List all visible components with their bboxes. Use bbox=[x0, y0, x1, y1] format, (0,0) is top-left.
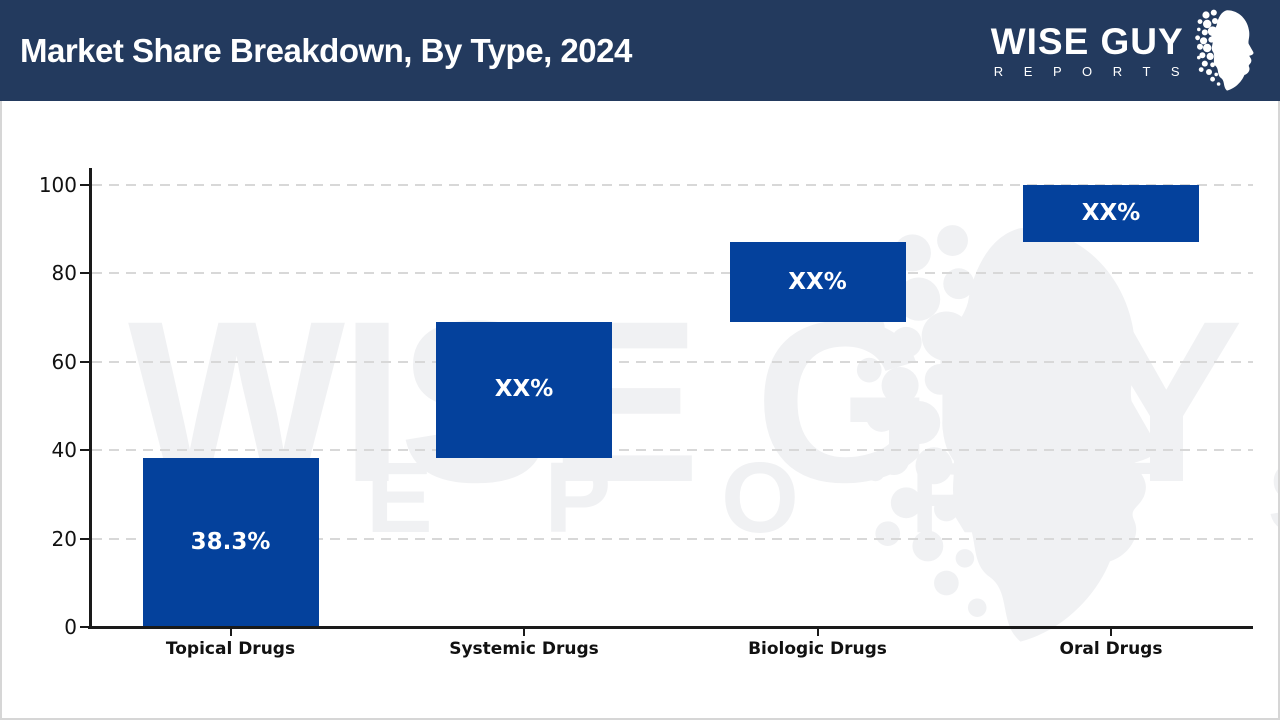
x-axis-line bbox=[88, 626, 1253, 629]
bar-oral-drugs: XX% bbox=[1023, 185, 1199, 243]
bar-biologic-drugs: XX% bbox=[729, 242, 906, 322]
y-axis-tick-label: 40 bbox=[51, 438, 77, 463]
x-axis-category-label: Systemic Drugs bbox=[449, 639, 599, 659]
y-axis-tick-40 bbox=[80, 449, 89, 452]
y-axis-tick-label: 100 bbox=[38, 173, 77, 197]
dotted-head-logo-icon bbox=[1195, 9, 1254, 91]
logo-subtitle: R E P O R T S bbox=[993, 63, 1188, 79]
y-axis-line bbox=[89, 168, 92, 627]
logo-text: WISE GUY R E P O R T S bbox=[991, 23, 1188, 79]
bar-value-label: XX% bbox=[494, 376, 554, 403]
y-axis-tick-80 bbox=[80, 272, 89, 275]
gridline-40 bbox=[92, 449, 1253, 452]
bar-systemic-drugs: XX% bbox=[436, 322, 612, 458]
x-axis-tick-systemic-drugs bbox=[523, 628, 525, 636]
bar-value-label: 38.3% bbox=[190, 528, 271, 555]
header-bar: Market Share Breakdown, By Type, 2024 WI… bbox=[0, 0, 1280, 101]
logo-wordmark: WISE GUY bbox=[990, 20, 1184, 62]
x-axis-category-label: Topical Drugs bbox=[165, 639, 296, 659]
y-axis-tick-label: 80 bbox=[51, 261, 77, 286]
y-axis-tick-label: 20 bbox=[51, 526, 77, 551]
x-axis-tick-topical-drugs bbox=[229, 628, 232, 636]
x-axis-category-label: Oral Drugs bbox=[1059, 639, 1163, 659]
page-title: Market Share Breakdown, By Type, 2024 bbox=[20, 31, 632, 69]
gridline-80 bbox=[92, 272, 1253, 275]
y-axis-tick-60 bbox=[80, 360, 89, 363]
bar-topical-drugs: 38.3% bbox=[142, 457, 319, 627]
wise-guy-reports-logo: WISE GUY R E P O R T S bbox=[991, 9, 1256, 93]
bar-value-label: XX% bbox=[788, 268, 847, 295]
gridline-20 bbox=[92, 537, 1253, 540]
bar-value-label: XX% bbox=[1081, 200, 1141, 227]
gridline-60 bbox=[92, 360, 1253, 363]
y-axis-tick-100 bbox=[80, 184, 89, 186]
x-axis-tick-oral-drugs bbox=[1110, 628, 1112, 636]
y-axis-tick-label: 0 bbox=[64, 615, 77, 639]
x-axis-tick-biologic-drugs bbox=[816, 628, 819, 636]
y-axis-tick-label: 60 bbox=[51, 349, 77, 374]
x-axis-category-label: Biologic Drugs bbox=[748, 639, 887, 659]
y-axis-tick-20 bbox=[80, 537, 89, 540]
y-axis-tick-0 bbox=[80, 626, 89, 628]
gridline-100 bbox=[92, 184, 1253, 186]
